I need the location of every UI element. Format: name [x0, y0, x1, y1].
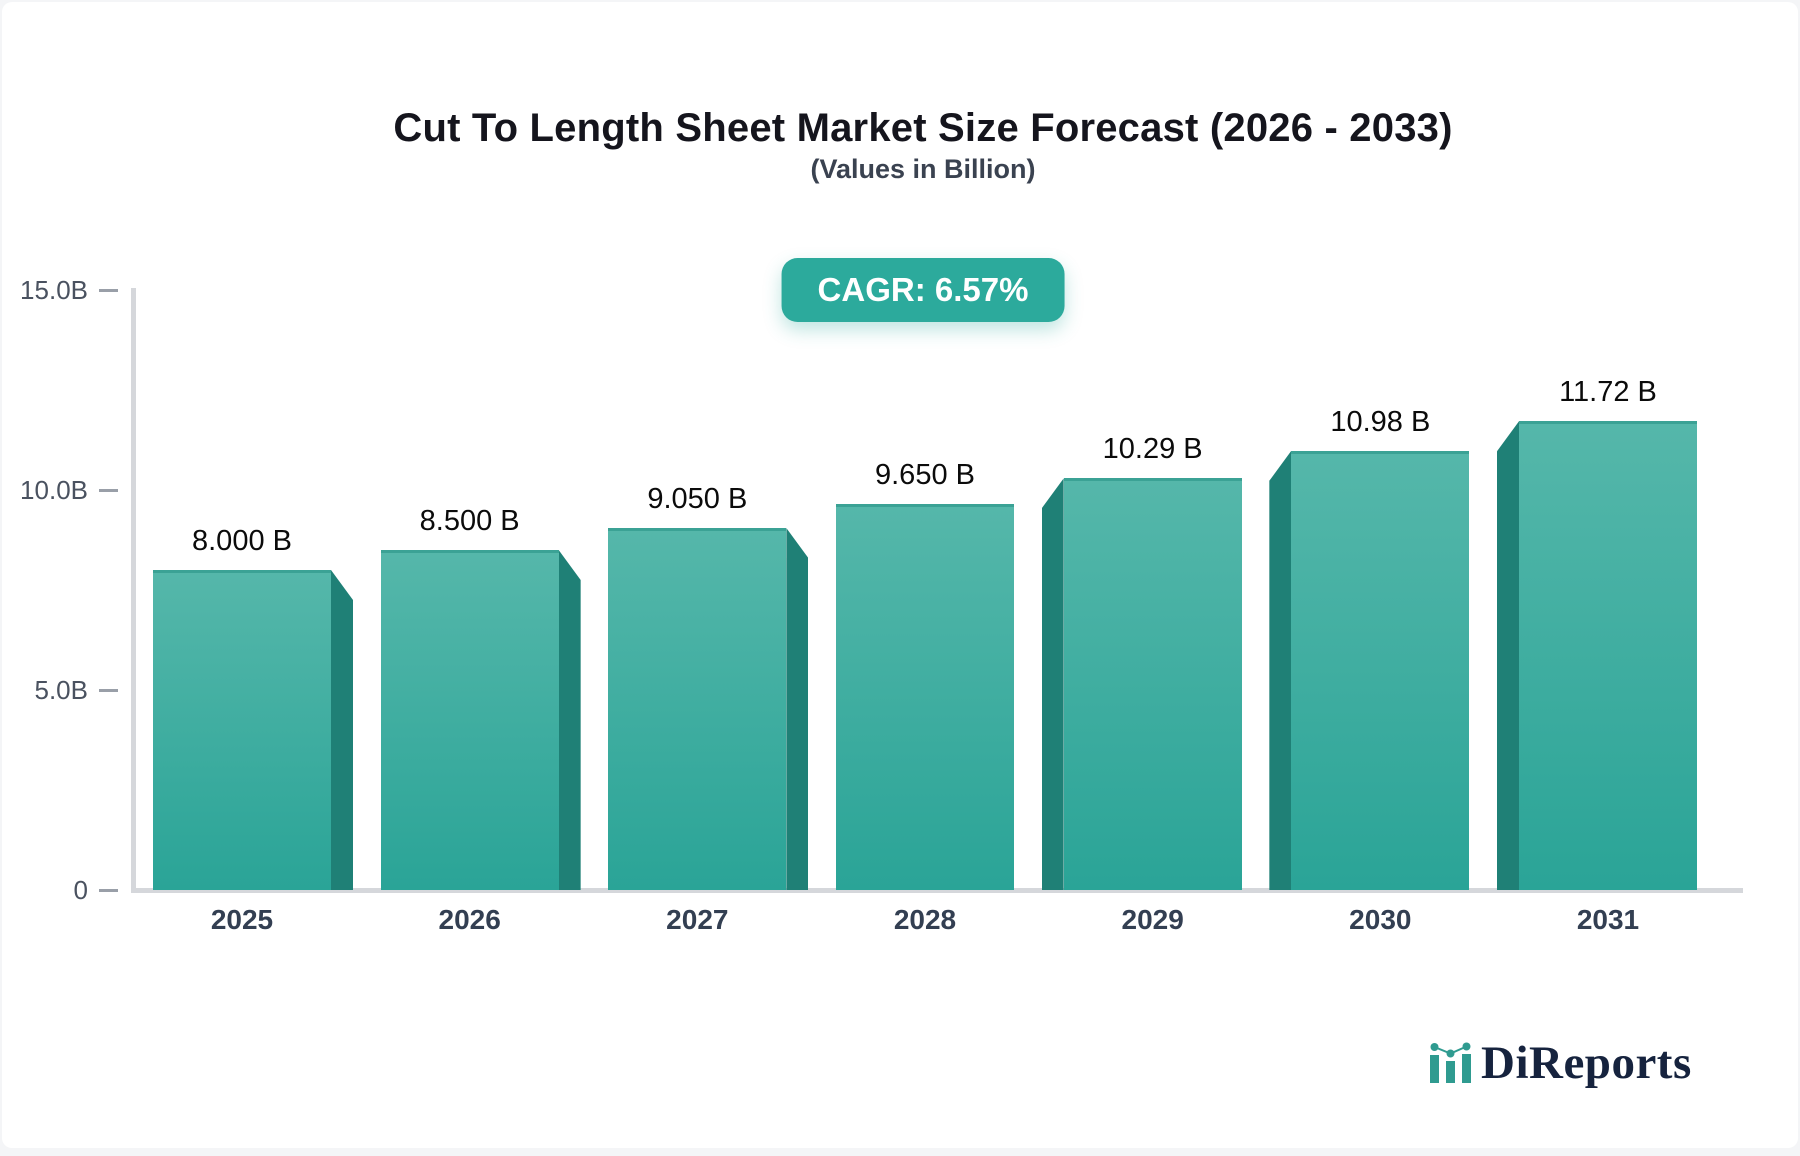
y-tick-label: 10.0B — [20, 475, 88, 505]
bar-side-2030 — [1269, 450, 1292, 890]
bar-2029 — [1063, 478, 1242, 890]
bar-side-2026 — [558, 550, 581, 890]
bar-value-label: 11.72 B — [1559, 376, 1657, 409]
y-tick-label: 15.0B — [20, 275, 88, 305]
direports-logo: DiReports — [1428, 1036, 1692, 1090]
y-tick-label: 0 — [73, 875, 88, 905]
bar-2026 — [380, 550, 559, 890]
bar-2028 — [836, 504, 1014, 890]
bar-2031 — [1519, 421, 1697, 890]
bar-value-label: 9.050 B — [647, 483, 748, 515]
bar-2030 — [1291, 450, 1470, 890]
cagr-badge: CAGR: 6.57% — [781, 258, 1065, 322]
chart-subtitle: (Values in Billion) — [810, 154, 1036, 184]
bar-value-label: 8.000 B — [192, 525, 292, 557]
bar-side-2025 — [331, 570, 353, 890]
y-tick — [99, 689, 118, 692]
bar-side-2029 — [1041, 478, 1064, 890]
x-tick-label: 2031 — [1576, 904, 1640, 935]
x-tick-label: 2028 — [893, 904, 957, 935]
bar-side-2031 — [1497, 421, 1519, 890]
x-tick-label: 2029 — [1121, 904, 1184, 935]
y-tick — [99, 289, 118, 292]
chart-title: Cut To Length Sheet Market Size Forecast… — [393, 106, 1453, 150]
direports-logo-text: DiReports — [1481, 1037, 1692, 1089]
x-tick-label: 2030 — [1349, 904, 1412, 935]
bar-value-label: 10.29 B — [1102, 433, 1203, 466]
y-tick — [99, 489, 118, 492]
bar-2025 — [153, 570, 331, 890]
bar-value-label: 8.500 B — [419, 505, 520, 537]
x-axis-line — [131, 888, 1743, 893]
y-tick-label: 5.0B — [34, 675, 89, 705]
bar-2027 — [608, 528, 787, 890]
bar-value-label: 10.98 B — [1330, 405, 1431, 438]
direports-logo-icon — [1430, 1042, 1471, 1083]
y-tick — [99, 889, 118, 892]
x-tick-label: 2026 — [438, 904, 501, 935]
bar-value-label: 9.650 B — [875, 459, 975, 491]
bar-side-2027 — [786, 528, 809, 890]
y-axis-line — [131, 288, 136, 893]
x-tick-label: 2025 — [210, 904, 274, 935]
x-tick-label: 2027 — [666, 904, 729, 935]
